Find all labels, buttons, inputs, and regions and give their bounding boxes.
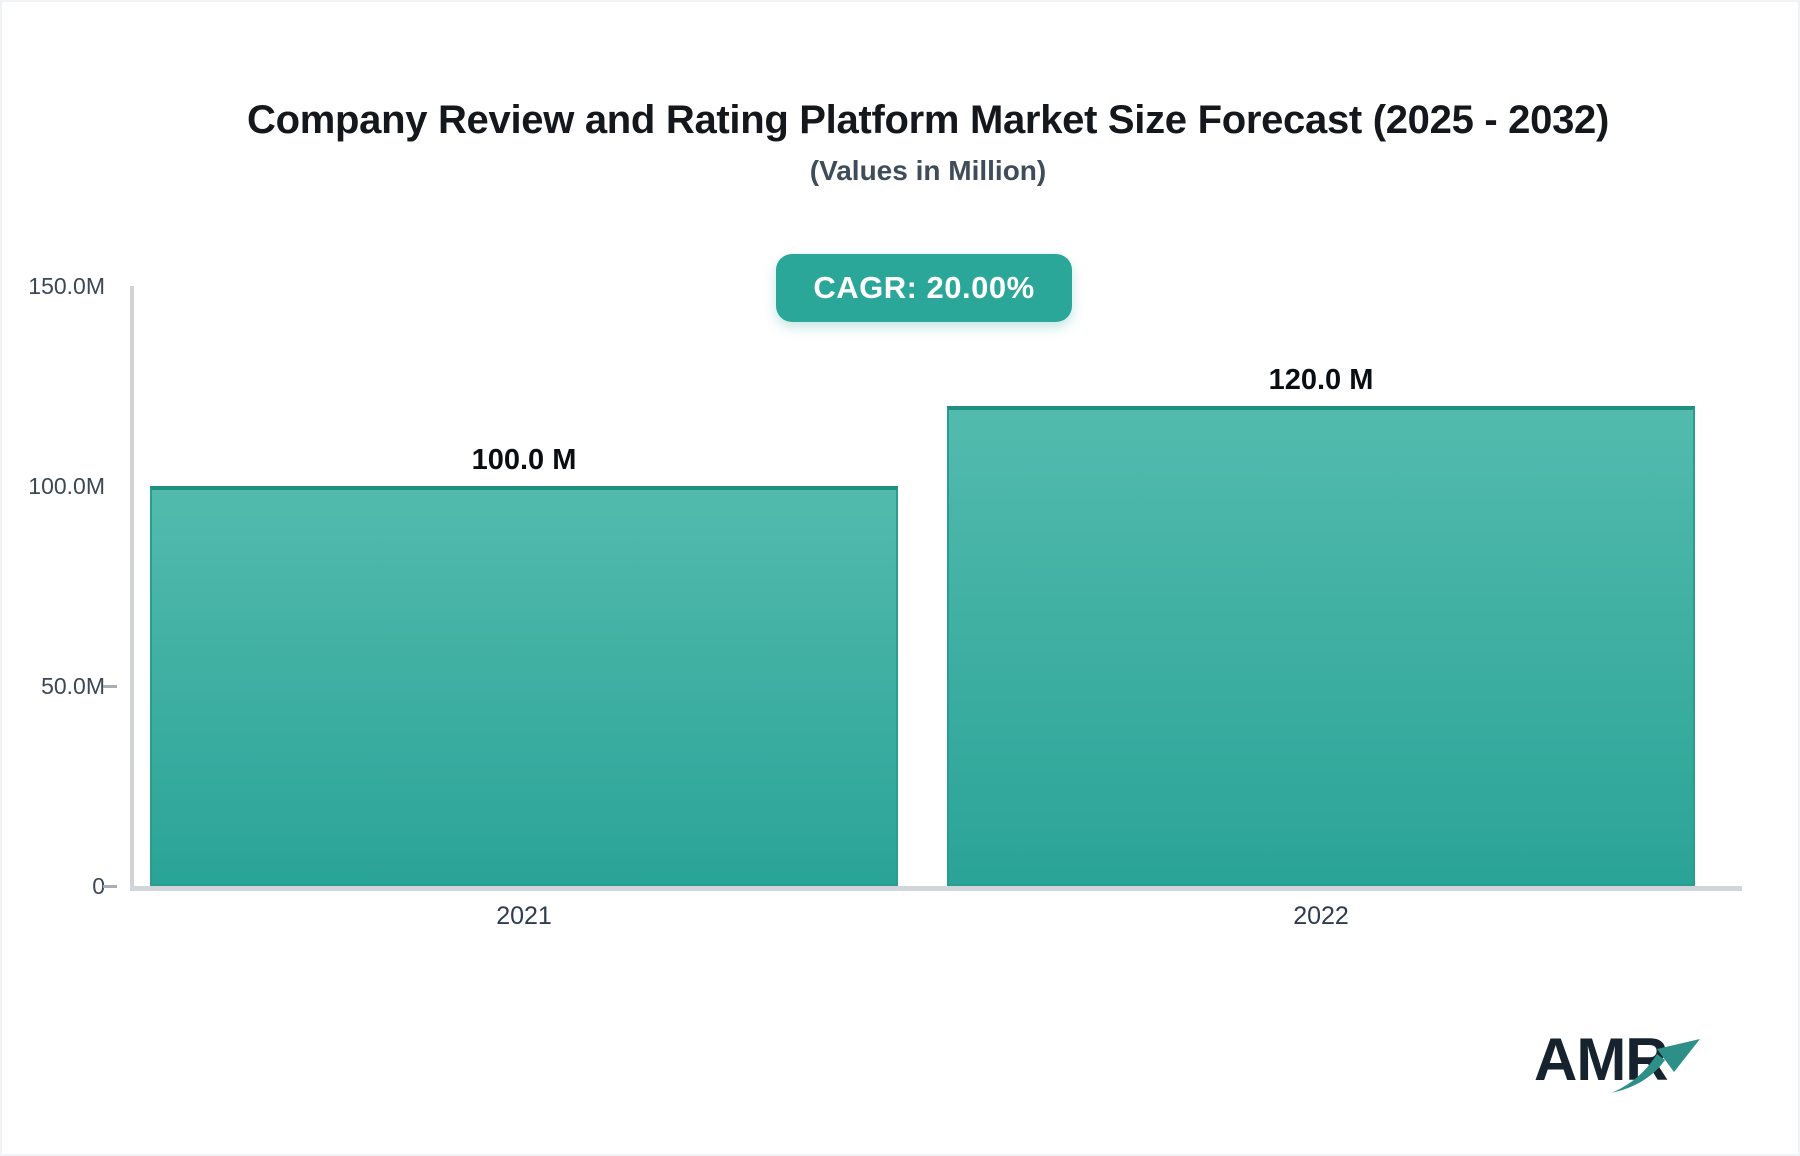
cagr-badge: CAGR: 20.00%: [776, 254, 1072, 322]
bar-value-label-2022: 120.0 M: [1268, 364, 1374, 396]
chart-title: Company Review and Rating Platform Marke…: [247, 98, 1609, 142]
amr-logo-text: AMR: [1534, 1026, 1669, 1093]
bar-2022: [947, 406, 1695, 886]
growth-arrow-icon: [1611, 1039, 1700, 1093]
y-tick-label-150: 150.0M: [28, 273, 105, 299]
chart-subtitle: (Values in Million): [809, 155, 1047, 186]
y-tick-label-50: 50.0M: [41, 673, 105, 699]
y-tick-label-0: 0: [92, 873, 105, 899]
chart-header: Company Review and Rating Platform Marke…: [56, 96, 1800, 188]
y-axis-line: [130, 286, 134, 890]
cagr-badge-label: CAGR: 20.00%: [813, 270, 1035, 305]
x-axis-label-2021: 2021: [496, 902, 552, 930]
x-axis-line: [130, 886, 1742, 891]
y-tick-label-100: 100.0M: [28, 473, 105, 499]
bar-value-label-2021: 100.0 M: [471, 444, 577, 476]
bar-2021: [150, 486, 898, 886]
y-tick-mark-0: [103, 885, 117, 888]
bar-group-2022: 120.0 M: [947, 286, 1695, 886]
bar-group-2021: 100.0 M: [150, 286, 898, 886]
x-axis-label-2022: 2022: [1293, 902, 1349, 930]
y-tick-mark-50: [103, 685, 117, 688]
amr-logo: AMR: [1534, 1028, 1714, 1108]
